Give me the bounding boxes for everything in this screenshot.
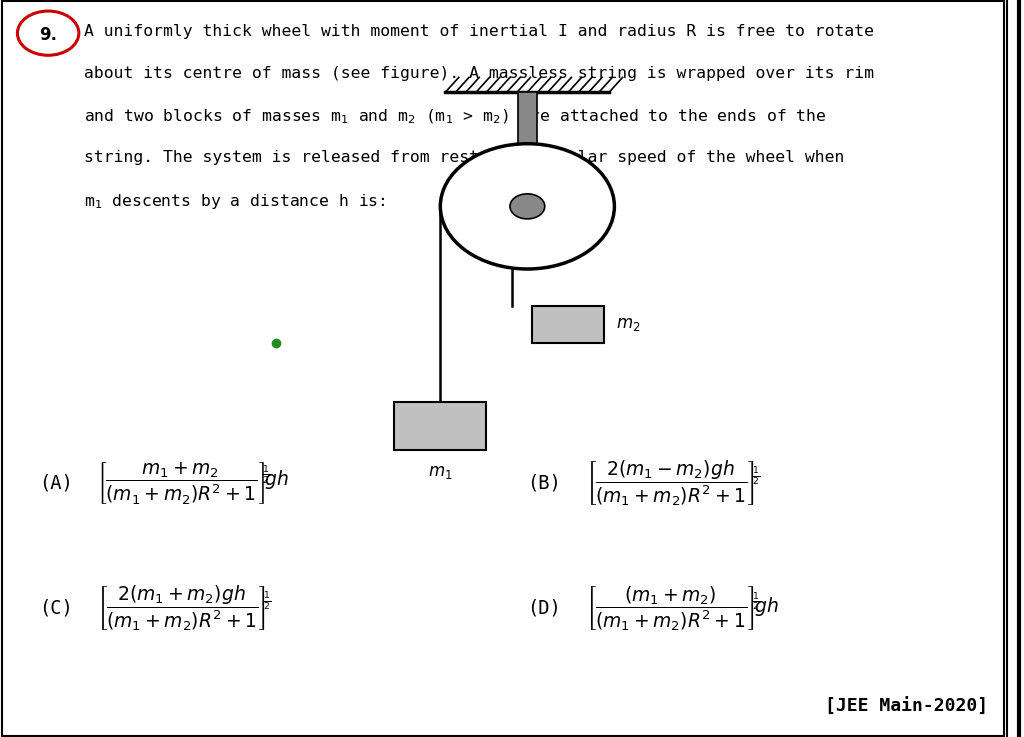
Circle shape — [440, 144, 614, 269]
Text: $\left[\dfrac{(m_1+m_2)}{(m_1+m_2)R^2+1}\right]^{\!\!\frac{1}{2}}\!\!gh$: $\left[\dfrac{(m_1+m_2)}{(m_1+m_2)R^2+1}… — [586, 584, 779, 632]
Bar — [532, 306, 604, 343]
Text: $m_2$: $m_2$ — [616, 315, 641, 333]
Text: $\left[\dfrac{m_1+m_2}{(m_1+m_2)R^2+1}\right]^{\!\!\frac{1}{2}}\!\!gh$: $\left[\dfrac{m_1+m_2}{(m_1+m_2)R^2+1}\r… — [97, 460, 289, 506]
Circle shape — [510, 194, 545, 219]
Text: and two blocks of masses m$_1$ and m$_2$ (m$_1$ > m$_2$) are attached to the end: and two blocks of masses m$_1$ and m$_2$… — [84, 108, 826, 126]
Text: 9.: 9. — [39, 26, 57, 43]
Bar — [518, 92, 537, 155]
Text: $\left[\dfrac{2(m_1-m_2)gh}{(m_1+m_2)R^2+1}\right]^{\!\!\frac{1}{2}}$: $\left[\dfrac{2(m_1-m_2)gh}{(m_1+m_2)R^2… — [586, 458, 761, 508]
Bar — [394, 402, 486, 450]
Text: $m_1$: $m_1$ — [428, 463, 453, 481]
Text: $\left[\dfrac{2(m_1+m_2)gh}{(m_1+m_2)R^2+1}\right]^{\!\!\frac{1}{2}}$: $\left[\dfrac{2(m_1+m_2)gh}{(m_1+m_2)R^2… — [97, 583, 272, 633]
Text: A uniformly thick wheel with moment of inertial I and radius R is free to rotate: A uniformly thick wheel with moment of i… — [84, 24, 873, 38]
Text: (B): (B) — [527, 473, 561, 492]
Text: (A): (A) — [39, 473, 73, 492]
Text: (C): (C) — [39, 598, 73, 618]
Text: about its centre of mass (see figure). A massless string is wrapped over its rim: about its centre of mass (see figure). A… — [84, 66, 873, 80]
Text: [JEE Main-2020]: [JEE Main-2020] — [825, 698, 988, 716]
Text: m$_1$ descents by a distance h is:: m$_1$ descents by a distance h is: — [84, 192, 386, 211]
Text: string. The system is released from rest. The angular speed of the wheel when: string. The system is released from rest… — [84, 150, 845, 164]
Text: (D): (D) — [527, 598, 561, 618]
